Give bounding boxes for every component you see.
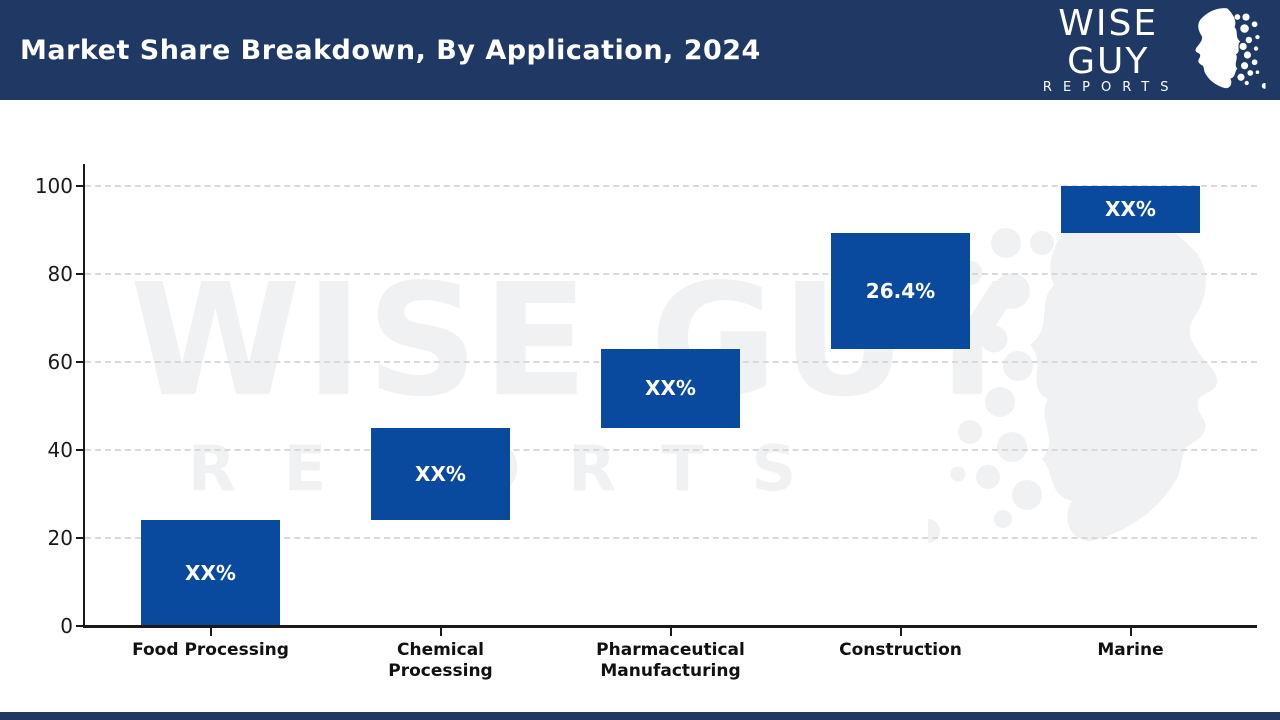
gridline-20 [85,537,1257,539]
watermark-subtitle: REPORTS [188,432,845,505]
bar-value-label: XX% [645,376,696,401]
x-tick-label: Chemical Processing [388,640,493,681]
x-tick-mark [439,628,442,636]
gridline-100 [85,185,1257,187]
x-tick-label: Food Processing [132,640,289,660]
logo: WISE GUY REPORTS [1016,5,1266,95]
y-tick-mark [76,625,84,627]
y-tick-label: 60 [47,350,73,374]
y-tick-mark [76,537,84,539]
gridline-80 [85,273,1257,275]
footer-bar [0,712,1280,720]
x-tick-mark [669,628,672,636]
y-axis-line [83,164,85,628]
x-tick-label: Pharmaceutical Manufacturing [596,640,745,681]
y-tick-mark [76,185,84,187]
logo-head-icon [1192,7,1266,93]
x-tick-mark [1129,628,1132,636]
bar-food-processing: XX% [141,520,280,626]
x-tick-label: Marine [1097,640,1164,660]
y-tick-label: 100 [34,174,73,198]
x-axis-line [83,625,1257,628]
bar-value-label: XX% [415,462,466,487]
y-tick-mark [76,273,84,275]
header-bar: Market Share Breakdown, By Application, … [0,0,1280,100]
bar-chemical-processing: XX% [371,428,510,521]
bar-pharmaceutical-manufacturing: XX% [601,348,740,428]
y-tick-label: 80 [47,262,73,286]
bar-marine: XX% [1061,186,1200,233]
bar-value-label: XX% [1105,197,1156,222]
page-title: Market Share Breakdown, By Application, … [20,34,761,66]
bar-value-label: XX% [185,561,236,586]
watermark-head-icon [928,200,1228,562]
x-tick-mark [899,628,902,636]
x-tick-mark [209,628,212,636]
y-tick-label: 20 [47,526,73,550]
y-tick-mark [76,361,84,363]
gridline-40 [85,449,1257,451]
y-tick-label: 0 [60,614,73,638]
y-tick-mark [76,449,84,451]
logo-wordmark: WISE GUY [1058,3,1159,82]
logo-text: WISE GUY REPORTS [1016,5,1200,95]
bar-value-label: 26.4% [865,278,936,303]
x-tick-label: Construction [839,640,962,660]
y-tick-label: 40 [47,438,73,462]
logo-subtitle: REPORTS [1042,80,1180,95]
bar-construction: 26.4% [831,232,970,349]
